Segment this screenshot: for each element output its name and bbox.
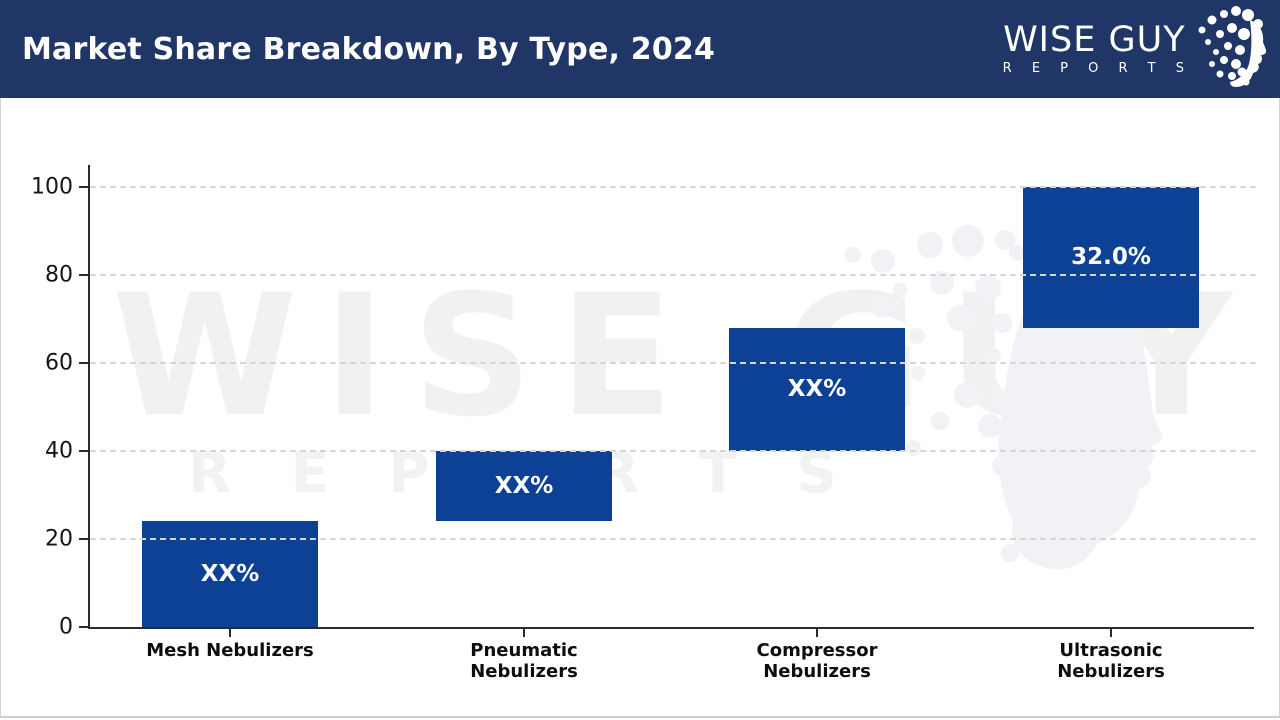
bar-value-label-mesh-nebulizers: XX% <box>200 561 260 588</box>
y-tick-label-100: 100 <box>31 174 73 200</box>
logo-subtitle: R E P O R T S <box>1002 61 1192 76</box>
x-axis-label-ultrasonic-nebulizers: Ultrasonic Nebulizers <box>1057 640 1165 683</box>
y-tick-label-40: 40 <box>45 438 73 464</box>
gridline-20 <box>90 538 1256 540</box>
gridline-100 <box>90 186 1256 188</box>
y-tick-20 <box>79 538 88 540</box>
bar-compressor-nebulizers: XX% <box>729 327 905 451</box>
bar-value-label-ultrasonic-nebulizers: 32.0% <box>1071 244 1151 271</box>
y-tick-40 <box>79 450 88 452</box>
x-axis-label-compressor-nebulizers: Compressor Nebulizers <box>756 640 878 683</box>
gridline-40 <box>90 450 1256 452</box>
y-tick-60 <box>79 362 88 364</box>
gridline-80 <box>90 274 1256 276</box>
y-tick-label-0: 0 <box>59 614 73 640</box>
x-tick-mesh-nebulizers <box>229 629 231 637</box>
header: Market Share Breakdown, By Type, 2024 WI… <box>0 0 1280 98</box>
y-tick-label-60: 60 <box>45 350 73 376</box>
gridline-60 <box>90 362 1256 364</box>
y-tick-80 <box>79 274 88 276</box>
x-tick-pneumatic-nebulizers <box>523 629 525 637</box>
x-tick-compressor-nebulizers <box>816 629 818 637</box>
x-axis-spine <box>88 627 1254 629</box>
y-tick-100 <box>79 186 88 188</box>
y-tick-label-20: 20 <box>45 526 73 552</box>
bar-value-label-pneumatic-nebulizers: XX% <box>494 473 554 500</box>
wise-guy-reports-logo: WISE GUY R E P O R T S <box>997 0 1266 98</box>
chart-title: Market Share Breakdown, By Type, 2024 <box>22 31 716 67</box>
bar-value-label-compressor-nebulizers: XX% <box>787 376 847 403</box>
logo-text: WISE GUY R E P O R T S <box>997 20 1192 76</box>
y-tick-label-80: 80 <box>45 262 73 288</box>
y-axis-spine <box>88 165 90 629</box>
y-tick-0 <box>79 626 88 628</box>
logo-wordmark: WISE GUY <box>1003 20 1186 60</box>
x-axis-label-mesh-nebulizers: Mesh Nebulizers <box>146 640 314 661</box>
bar-pneumatic-nebulizers: XX% <box>436 451 612 522</box>
x-axis-label-pneumatic-nebulizers: Pneumatic Nebulizers <box>470 640 578 683</box>
logo-face-icon <box>1198 6 1266 87</box>
x-tick-ultrasonic-nebulizers <box>1110 629 1112 637</box>
bar-ultrasonic-nebulizers: 32.0% <box>1023 187 1199 328</box>
